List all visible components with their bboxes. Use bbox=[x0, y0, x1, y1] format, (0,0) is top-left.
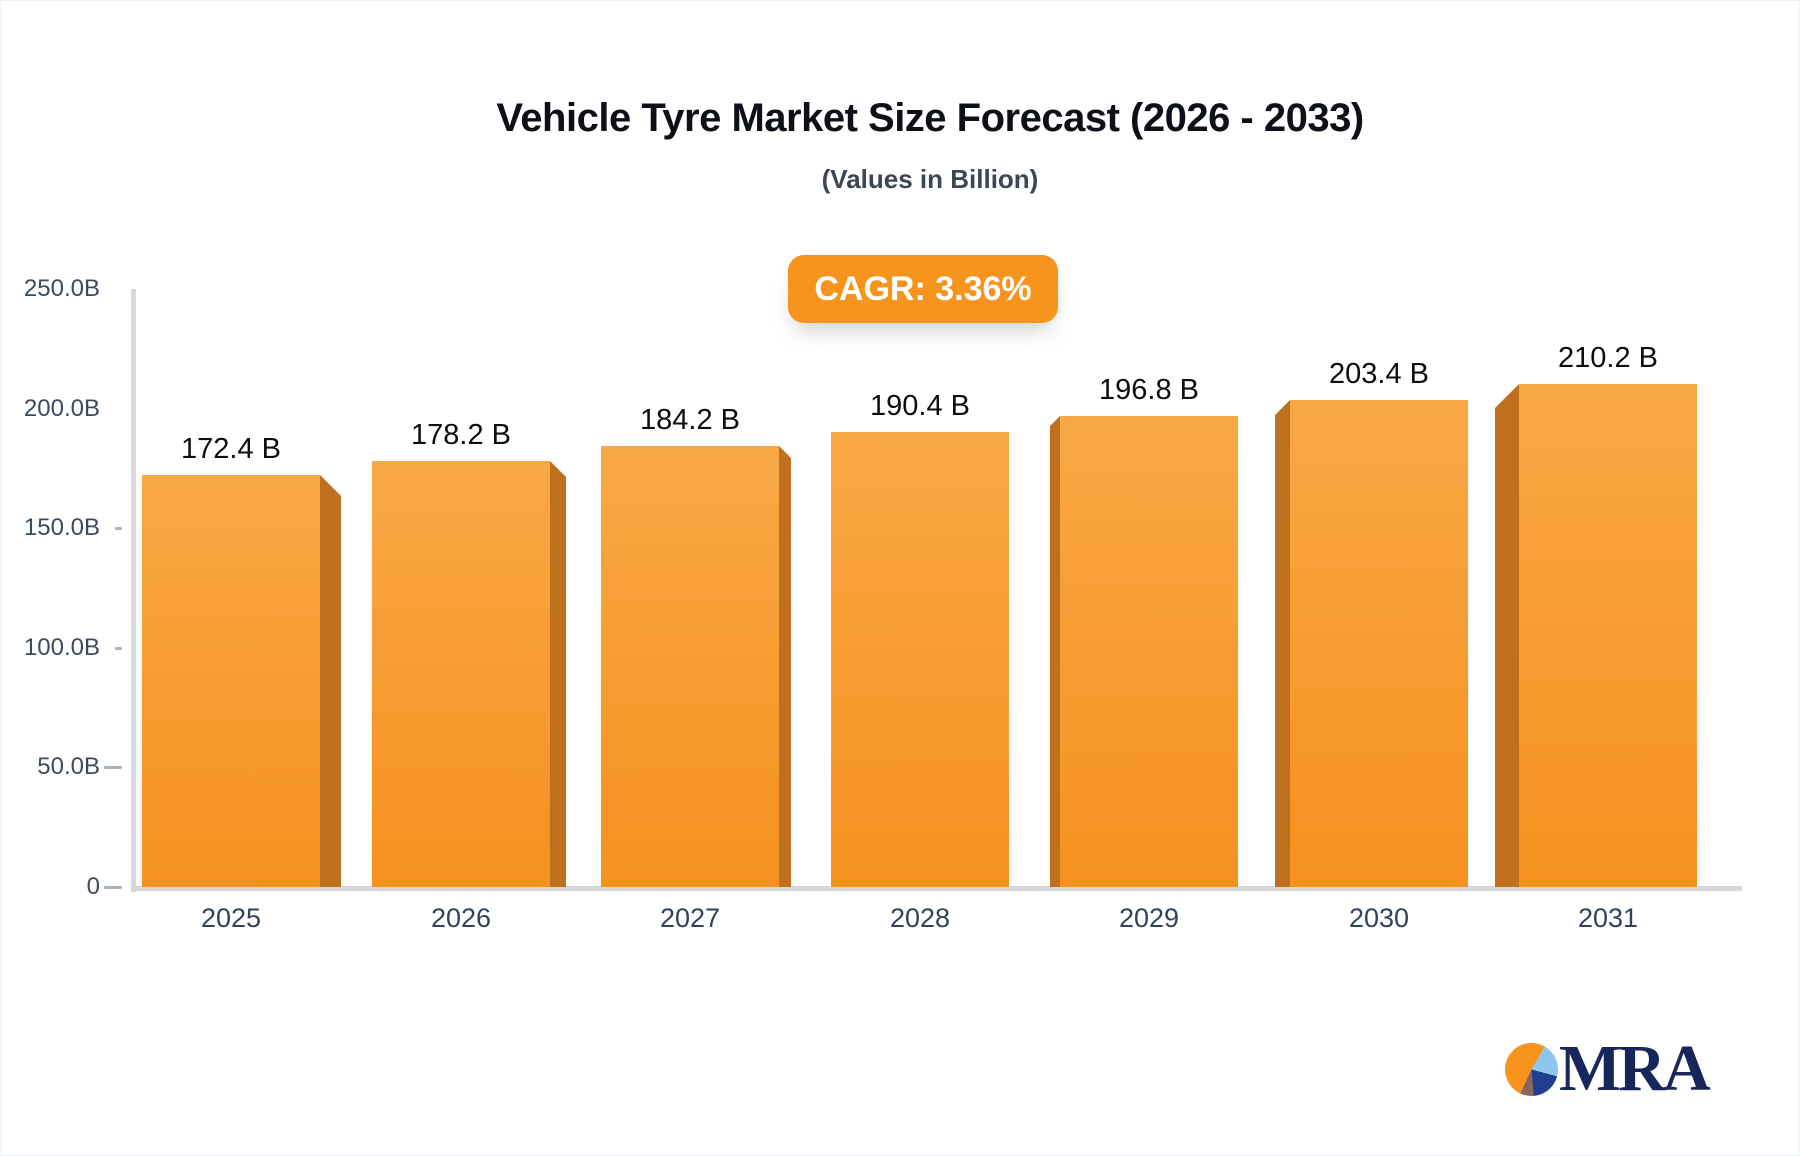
y-axis-tick-label: 0 bbox=[86, 873, 100, 900]
y-axis-tick-mark bbox=[104, 766, 122, 770]
bar-value-label: 184.2 B bbox=[640, 404, 740, 436]
bar-value-label: 190.4 B bbox=[870, 390, 970, 422]
y-axis-line bbox=[131, 289, 136, 892]
y-axis-tick-label: 100.0B bbox=[23, 633, 100, 661]
bar-2031 bbox=[1495, 384, 1697, 887]
y-axis-tick-label: 150.0B bbox=[23, 514, 100, 542]
bar-3d-side bbox=[1275, 400, 1290, 887]
bar-3d-side bbox=[1495, 384, 1519, 887]
bar-value-label: 172.4 B bbox=[181, 433, 281, 465]
x-axis-tick-label: 2029 bbox=[1118, 903, 1180, 933]
y-axis-tick-mark bbox=[115, 527, 122, 531]
bar-value-label: 178.2 B bbox=[411, 419, 511, 451]
y-axis-tick-mark bbox=[115, 646, 122, 650]
y-axis-tick-label: 250.0B bbox=[23, 275, 100, 302]
x-axis-tick-label: 2031 bbox=[1577, 903, 1639, 933]
chart-subtitle: (Values in Billion) bbox=[821, 164, 1039, 194]
cagr-badge: CAGR: 3.36% bbox=[788, 255, 1058, 323]
bar-3d-side bbox=[320, 475, 341, 887]
y-axis-tick-label: 200.0B bbox=[23, 394, 100, 422]
bar-2030 bbox=[1275, 400, 1468, 887]
y-axis-tick-mark bbox=[104, 886, 122, 889]
x-axis-line bbox=[131, 886, 1742, 891]
pie-chart-logo-icon bbox=[1505, 1042, 1558, 1096]
y-axis-tick-label: 50.0B bbox=[37, 753, 100, 781]
x-axis-tick-label: 2028 bbox=[889, 903, 951, 933]
bar-2029 bbox=[1050, 416, 1238, 887]
bar-3d-side bbox=[550, 461, 566, 887]
brand-logo-text: MRA bbox=[1559, 1032, 1711, 1105]
x-axis-tick-label: 2025 bbox=[200, 903, 262, 933]
cagr-badge-label: CAGR: 3.36% bbox=[814, 269, 1032, 308]
x-axis-tick-label: 2026 bbox=[430, 903, 492, 933]
bar-2027 bbox=[601, 446, 791, 887]
bar-2025 bbox=[142, 475, 341, 887]
chart-title: Vehicle Tyre Market Size Forecast (2026 … bbox=[496, 96, 1364, 140]
bar-value-label: 210.2 B bbox=[1558, 342, 1658, 374]
bar-2028 bbox=[831, 432, 1009, 887]
bar-3d-side bbox=[1050, 416, 1060, 887]
bar-3d-side bbox=[779, 446, 791, 887]
x-axis-tick-label: 2027 bbox=[659, 903, 721, 933]
brand-logo: MRA bbox=[1505, 1032, 1711, 1105]
x-axis-tick-label: 2030 bbox=[1348, 903, 1410, 933]
bar-value-label: 196.8 B bbox=[1099, 374, 1199, 406]
bar-value-label: 203.4 B bbox=[1329, 358, 1429, 390]
bar-2026 bbox=[372, 461, 566, 887]
